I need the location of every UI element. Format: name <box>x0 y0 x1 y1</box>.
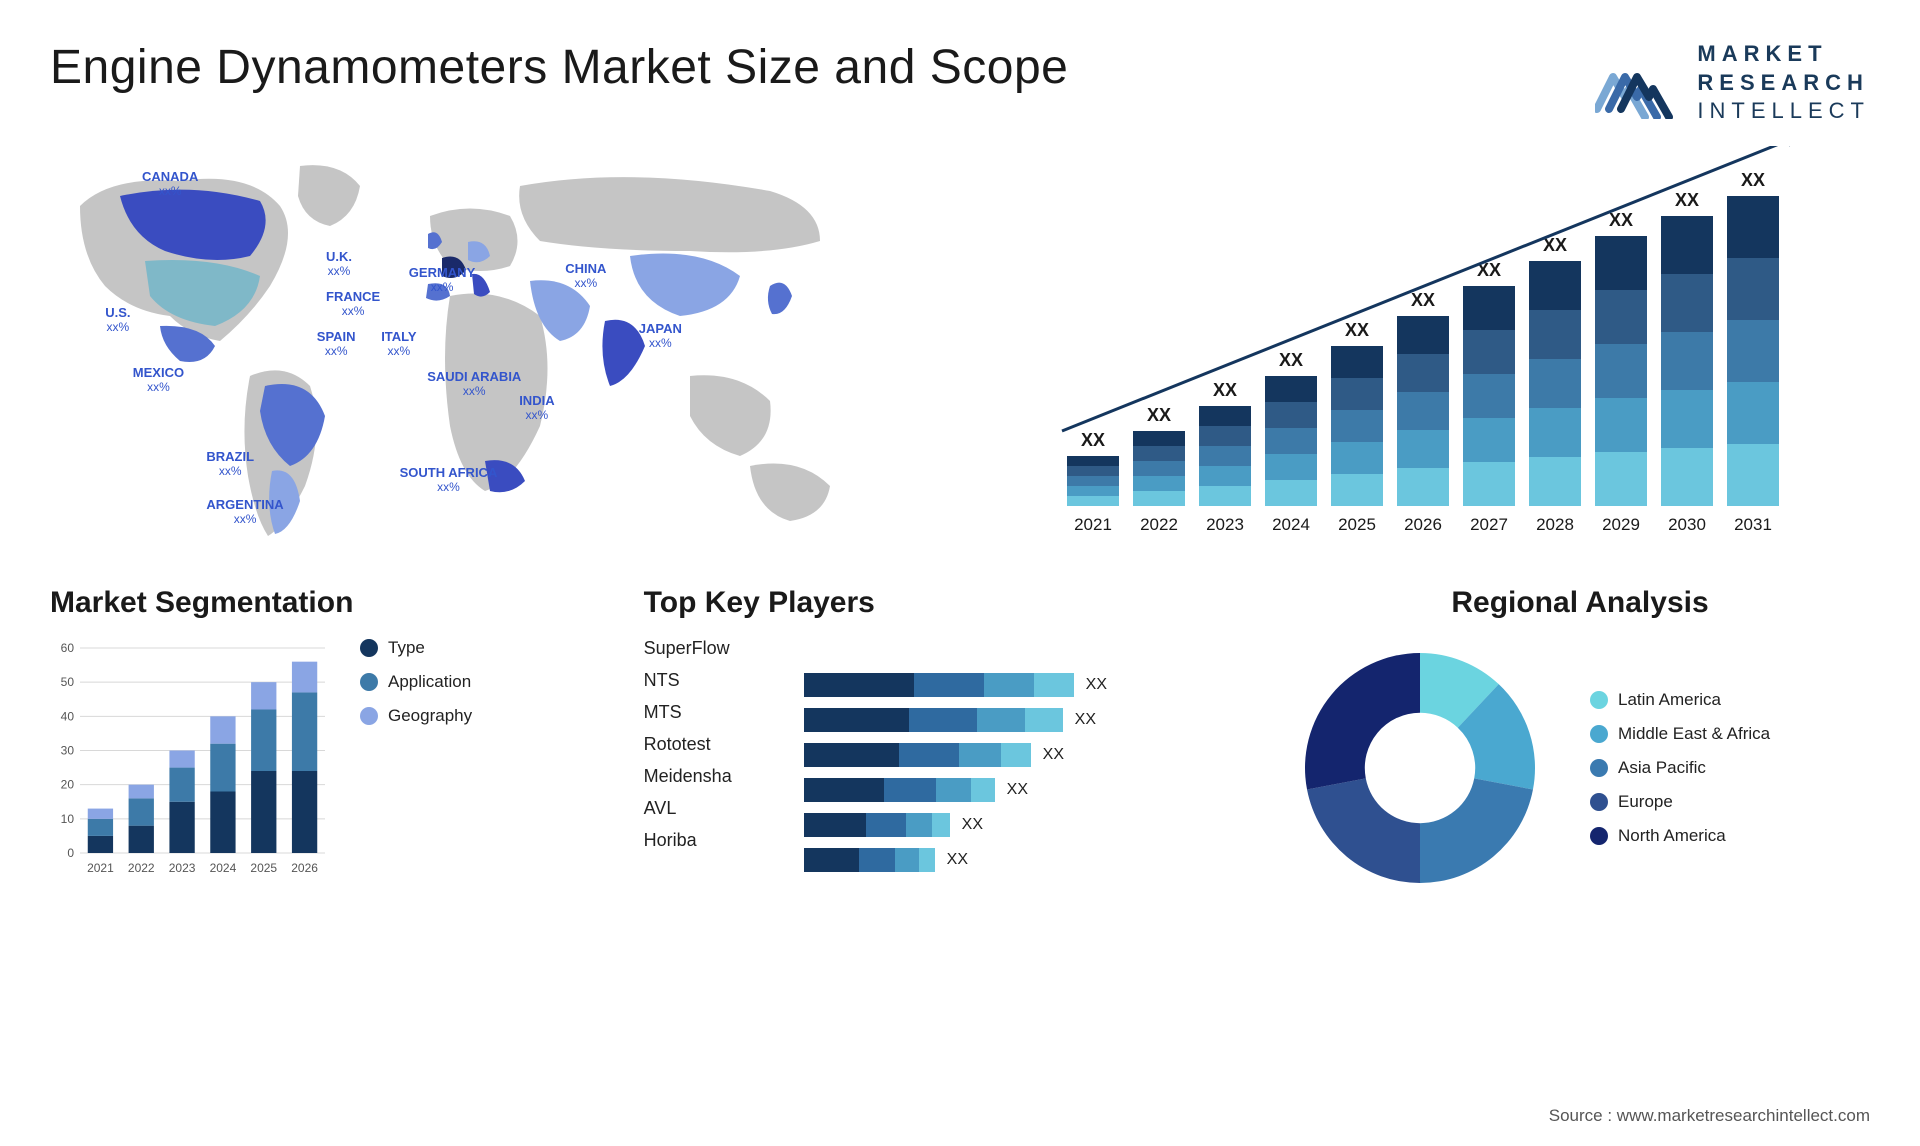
player-bar-row: XX <box>804 743 1250 767</box>
player-name: NTS <box>644 670 784 691</box>
segmentation-chart: 0 10 20 30 40 50 60 2021 2022 2023 2024 2025 2026 <box>50 638 330 878</box>
svg-text:XX: XX <box>1675 190 1699 210</box>
map-country-label: INDIAxx% <box>519 394 554 423</box>
player-name: Rototest <box>644 734 784 755</box>
svg-text:2027: 2027 <box>1470 515 1508 534</box>
svg-text:2022: 2022 <box>1140 515 1178 534</box>
brand-logo: MARKET RESEARCH INTELLECT <box>1595 40 1870 126</box>
svg-text:2025: 2025 <box>1338 515 1376 534</box>
map-country-label: ARGENTINAxx% <box>206 498 283 527</box>
player-bar-row: XX <box>804 778 1250 802</box>
svg-text:2026: 2026 <box>1404 515 1442 534</box>
svg-text:20: 20 <box>61 777 75 791</box>
map-country-label: GERMANYxx% <box>409 266 475 295</box>
svg-text:2031: 2031 <box>1734 515 1772 534</box>
region-title: Regional Analysis <box>1290 586 1870 620</box>
logo-text: MARKET RESEARCH INTELLECT <box>1697 40 1870 126</box>
map-country-label: SPAINxx% <box>317 330 356 359</box>
region-panel: Regional Analysis Latin America Middle Ea… <box>1290 586 1870 898</box>
segmentation-legend: Type Application Geography <box>360 638 472 726</box>
map-country-label: ITALYxx% <box>381 330 416 359</box>
world-map: CANADAxx% U.S.xx% MEXICOxx% BRAZILxx% ARGENT… <box>50 146 970 546</box>
svg-text:XX: XX <box>1081 430 1105 450</box>
svg-text:XX: XX <box>1279 350 1303 370</box>
svg-text:2022: 2022 <box>128 861 155 875</box>
player-name: Horiba <box>644 830 784 851</box>
svg-text:2021: 2021 <box>1074 515 1112 534</box>
legend-item: North America <box>1590 826 1770 846</box>
svg-text:2028: 2028 <box>1536 515 1574 534</box>
svg-text:30: 30 <box>61 743 75 757</box>
svg-text:50: 50 <box>61 675 75 689</box>
players-name-list: SuperFlow NTS MTS Rototest Meidensha AVL Horib… <box>644 638 784 851</box>
map-country-label: U.S.xx% <box>105 306 130 335</box>
svg-text:2021: 2021 <box>87 861 114 875</box>
svg-text:60: 60 <box>61 641 75 655</box>
player-name: Meidensha <box>644 766 784 787</box>
map-country-label: CHINAxx% <box>565 262 606 291</box>
segmentation-title: Market Segmentation <box>50 586 604 620</box>
map-country-label: U.K.xx% <box>326 250 352 279</box>
svg-text:XX: XX <box>1411 290 1435 310</box>
region-donut-chart <box>1290 638 1550 898</box>
svg-text:2023: 2023 <box>1206 515 1244 534</box>
svg-text:0: 0 <box>67 846 74 860</box>
player-name: MTS <box>644 702 784 723</box>
logo-mark-icon <box>1595 47 1685 119</box>
players-bar-chart: XX XX XX XX XX XX <box>804 638 1250 872</box>
players-title: Top Key Players <box>644 586 1250 620</box>
legend-item: Application <box>360 672 472 692</box>
map-country-label: BRAZILxx% <box>206 450 254 479</box>
svg-text:2023: 2023 <box>169 861 196 875</box>
map-country-label: FRANCExx% <box>326 290 380 319</box>
map-country-label: MEXICOxx% <box>133 366 184 395</box>
segmentation-panel: Market Segmentation 0 10 20 30 40 50 60 2021 202… <box>50 586 604 898</box>
map-country-label: SAUDI ARABIAxx% <box>427 370 521 399</box>
player-bar-row: XX <box>804 708 1250 732</box>
svg-text:2025: 2025 <box>250 861 277 875</box>
player-name: AVL <box>644 798 784 819</box>
legend-item: Asia Pacific <box>1590 758 1770 778</box>
svg-text:XX: XX <box>1609 210 1633 230</box>
player-bar-row: XX <box>804 813 1250 837</box>
svg-text:2030: 2030 <box>1668 515 1706 534</box>
svg-text:2026: 2026 <box>291 861 318 875</box>
svg-text:XX: XX <box>1345 320 1369 340</box>
svg-text:2024: 2024 <box>210 861 237 875</box>
svg-text:XX: XX <box>1741 170 1765 190</box>
source-attribution: Source : www.marketresearchintellect.com <box>1549 1106 1870 1126</box>
svg-text:40: 40 <box>61 709 75 723</box>
svg-text:2029: 2029 <box>1602 515 1640 534</box>
legend-item: Middle East & Africa <box>1590 724 1770 744</box>
svg-text:XX: XX <box>1147 405 1171 425</box>
players-panel: Top Key Players SuperFlow NTS MTS Rototest M… <box>644 586 1250 898</box>
player-bar-row: XX <box>804 673 1250 697</box>
svg-text:XX: XX <box>1213 380 1237 400</box>
svg-text:10: 10 <box>61 812 75 826</box>
legend-item: Europe <box>1590 792 1770 812</box>
svg-text:2024: 2024 <box>1272 515 1310 534</box>
legend-item: Type <box>360 638 472 658</box>
map-country-label: SOUTH AFRICAxx% <box>400 466 498 495</box>
page-title: Engine Dynamometers Market Size and Scop… <box>50 40 1068 95</box>
region-legend: Latin America Middle East & Africa Asia Pa… <box>1590 690 1770 846</box>
map-country-label: JAPANxx% <box>639 322 682 351</box>
player-name: SuperFlow <box>644 638 784 659</box>
legend-item: Geography <box>360 706 472 726</box>
player-bar-row: XX <box>804 848 1250 872</box>
map-country-label: CANADAxx% <box>142 170 198 199</box>
market-size-growth-chart: XX 2021 XX 2022 XX 2023 XX 2024 XX 2025 XX 2026 XX 20… <box>1010 146 1870 546</box>
legend-item: Latin America <box>1590 690 1770 710</box>
